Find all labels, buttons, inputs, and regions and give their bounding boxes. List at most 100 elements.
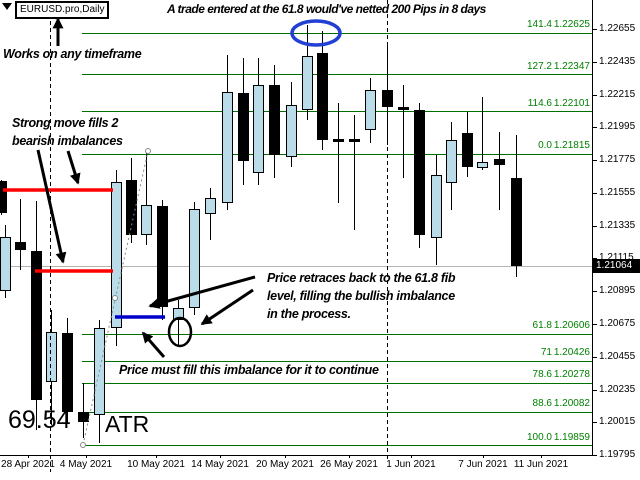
candle-bullish — [140, 205, 152, 236]
fib-level-price-label: 1.20278 — [553, 369, 590, 381]
fib-level-percent-label: 141.4 — [526, 19, 552, 31]
date-axis-label: 10 May 2021 — [127, 459, 185, 470]
candle-wick — [337, 103, 339, 203]
fib-level-price-label: 1.22347 — [553, 60, 590, 72]
fib-level-price-label: 1.21815 — [553, 140, 590, 152]
price-axis-tick — [592, 356, 597, 358]
symbol-dropdown-icon[interactable] — [2, 3, 12, 10]
price-axis-label: 1.21775 — [599, 154, 636, 166]
current-price-line — [0, 265, 592, 267]
date-axis-label: 7 Jun 2021 — [458, 459, 508, 470]
candle-bearish — [348, 138, 360, 142]
date-axis-label: 11 Jun 2021 — [513, 459, 569, 470]
fib-level-percent-label: 114.6 — [527, 97, 552, 109]
price-axis-tick — [592, 127, 597, 129]
price-axis-label: 1.20675 — [599, 317, 636, 329]
date-axis-tick — [156, 455, 157, 458]
candle-bullish — [285, 104, 297, 157]
candle-wick — [82, 382, 84, 438]
candle-bullish — [0, 236, 11, 292]
fib-level-line — [82, 360, 592, 362]
candle-wick — [353, 114, 355, 230]
candle-bearish — [237, 93, 249, 161]
price-axis-label: 1.20235 — [599, 383, 636, 395]
date-axis-tick — [86, 455, 87, 458]
date-axis-label: 1 Jun 2021 — [386, 459, 436, 470]
date-axis-tick — [220, 455, 221, 458]
fib-level-percent-label: 88.6 — [532, 398, 552, 410]
fib-level-percent-label: 100.0 — [526, 431, 552, 443]
fib-level-percent-label: 0.0 — [538, 140, 552, 152]
price-axis-tick — [592, 291, 597, 293]
price-axis-label: 1.20895 — [599, 285, 636, 297]
date-axis-tick — [411, 455, 412, 458]
price-axis-tick — [592, 422, 597, 424]
candle-wick — [177, 299, 179, 345]
candle-bullish — [93, 328, 105, 415]
imbalance-note: Strong move fills 2 bearish imbalances — [12, 116, 123, 148]
trade-note: A trade entered at the 61.8 would've net… — [167, 2, 486, 16]
must-fill-note: Price must fill this imbalance for it to… — [119, 363, 379, 377]
symbol-label: EURUSD.pro,Daily — [15, 1, 110, 19]
date-axis-tick — [483, 455, 484, 458]
fib-level-price-label: 1.22101 — [553, 97, 590, 109]
fib-level-price-label: 1.20606 — [553, 320, 590, 332]
price-axis-tick — [592, 323, 597, 325]
candle-bullish — [301, 55, 313, 111]
price-axis-label: 1.22215 — [599, 88, 636, 100]
date-axis-tick — [28, 455, 29, 458]
fib-level-line — [82, 74, 592, 76]
candle-bullish — [364, 89, 376, 130]
candle-wick — [402, 85, 404, 178]
candle-bullish — [110, 182, 122, 328]
candle-bearish — [14, 242, 26, 250]
candle-bearish — [461, 132, 473, 167]
candle-bullish — [430, 175, 442, 239]
price-axis-label: 1.22655 — [599, 23, 636, 34]
candle-bearish — [0, 180, 7, 213]
atr-label: ATR — [105, 411, 150, 437]
timeframe-note: Works on any timeframe — [3, 47, 142, 61]
candle-bullish — [204, 197, 216, 215]
price-axis-label: 1.20015 — [599, 416, 636, 428]
candle-bearish — [381, 89, 393, 107]
price-axis-label: 1.19795 — [599, 449, 636, 461]
fib-level-percent-label: 71 — [540, 347, 552, 359]
date-axis-tick — [285, 455, 286, 458]
candle-bearish — [77, 412, 89, 422]
fib-level-line — [82, 382, 592, 384]
fib-level-percent-label: 61.8 — [532, 320, 552, 332]
fib-level-price-label: 1.19859 — [553, 431, 590, 443]
fib-level-line — [82, 411, 592, 413]
candle-bearish — [125, 180, 137, 236]
date-axis-label: 28 Apr 2021 — [1, 459, 55, 470]
date-axis-label: 20 May 2021 — [256, 459, 314, 470]
price-axis-label: 1.21995 — [599, 121, 636, 133]
current-price-tag: 1.21064 — [593, 259, 640, 274]
candle-bullish — [476, 162, 488, 168]
fib-level-price-label: 1.22625 — [553, 19, 590, 31]
atr-value: 69.54 — [8, 406, 71, 434]
candle-bullish — [172, 308, 184, 320]
price-axis-tick — [592, 29, 597, 30]
fib-level-percent-label: 127.2 — [526, 60, 552, 72]
price-axis-tick — [592, 225, 597, 227]
price-axis-tick — [592, 192, 597, 194]
chart-plot-area: 141.4 1.22625 127.2 1.22347 114.6 1.22101 0.0 1… — [0, 19, 592, 447]
fib-level-price-label: 1.20426 — [553, 347, 590, 359]
price-axis-tick — [592, 389, 597, 391]
candle-bearish — [30, 250, 42, 400]
price-axis-tick — [592, 258, 597, 260]
price-axis-label: 1.22435 — [599, 55, 636, 67]
fib-level-line — [82, 333, 592, 335]
price-axis-border — [592, 0, 593, 456]
candle-wick — [481, 96, 483, 170]
price-axis-tick — [592, 94, 597, 96]
candle-bullish — [252, 85, 264, 174]
date-axis-tick — [349, 455, 350, 458]
candle-bearish — [61, 333, 73, 413]
date-axis-label: 14 May 2021 — [191, 459, 249, 470]
price-axis-tick — [592, 455, 597, 457]
fib-level-line — [82, 153, 592, 155]
